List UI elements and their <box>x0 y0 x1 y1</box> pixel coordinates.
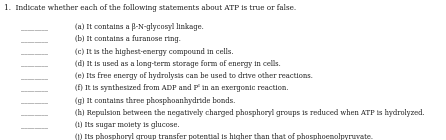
Text: ________: ________ <box>21 109 49 117</box>
Text: 1.  Indicate whether each of the following statements about ATP is true or false: 1. Indicate whether each of the followin… <box>4 4 296 12</box>
Text: ________: ________ <box>21 48 49 56</box>
Text: ________: ________ <box>21 35 49 43</box>
Text: ________: ________ <box>21 23 49 31</box>
Text: (f) It is synthesized from ADP and Pᴵ in an exergonic reaction.: (f) It is synthesized from ADP and Pᴵ in… <box>75 84 288 92</box>
Text: ________: ________ <box>21 72 49 80</box>
Text: (a) It contains a β-N-glycosyl linkage.: (a) It contains a β-N-glycosyl linkage. <box>75 23 204 31</box>
Text: (d) It is used as a long-term storage form of energy in cells.: (d) It is used as a long-term storage fo… <box>75 60 281 68</box>
Text: ________: ________ <box>21 133 49 140</box>
Text: ________: ________ <box>21 84 49 92</box>
Text: (h) Repulsion between the negatively charged phosphoryl groups is reduced when A: (h) Repulsion between the negatively cha… <box>75 109 425 117</box>
Text: ________: ________ <box>21 97 49 105</box>
Text: (c) It is the highest-energy compound in cells.: (c) It is the highest-energy compound in… <box>75 48 233 56</box>
Text: (b) It contains a furanose ring.: (b) It contains a furanose ring. <box>75 35 181 43</box>
Text: (j) Its phosphoryl group transfer potential is higher than that of phosphoenolpy: (j) Its phosphoryl group transfer potent… <box>75 133 373 140</box>
Text: (i) Its sugar moiety is glucose.: (i) Its sugar moiety is glucose. <box>75 121 179 129</box>
Text: ________: ________ <box>21 60 49 68</box>
Text: ________: ________ <box>21 121 49 129</box>
Text: (e) Its free energy of hydrolysis can be used to drive other reactions.: (e) Its free energy of hydrolysis can be… <box>75 72 313 80</box>
Text: (g) It contains three phosphoanhydride bonds.: (g) It contains three phosphoanhydride b… <box>75 97 235 105</box>
